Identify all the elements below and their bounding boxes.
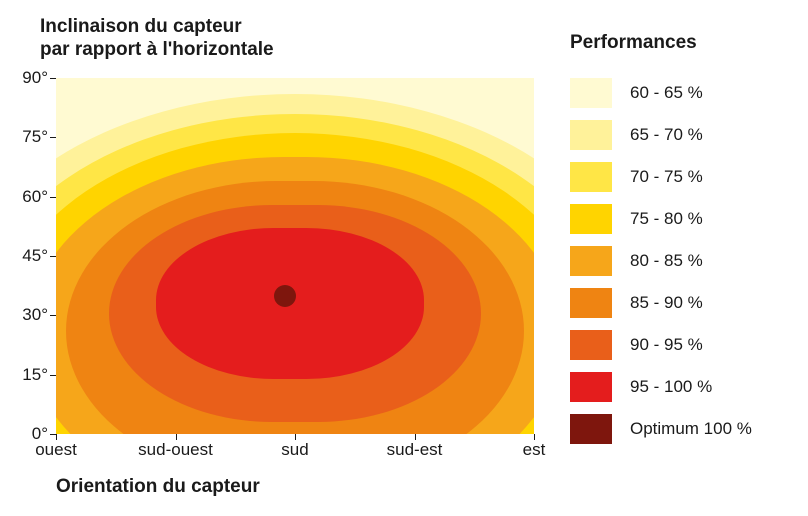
- legend-label: 70 - 75 %: [630, 167, 703, 187]
- legend-label: Optimum 100 %: [630, 419, 752, 439]
- x-tick-label: sud-ouest: [138, 440, 213, 460]
- y-tick-label: 15°: [8, 365, 48, 385]
- legend-item: 80 - 85 %: [570, 240, 790, 282]
- legend-item: 65 - 70 %: [570, 114, 790, 156]
- x-tick-label: ouest: [35, 440, 77, 460]
- legend-label: 60 - 65 %: [630, 83, 703, 103]
- legend-label: 80 - 85 %: [630, 251, 703, 271]
- legend-swatch: [570, 120, 612, 150]
- legend-label: 95 - 100 %: [630, 377, 712, 397]
- legend-item: 60 - 65 %: [570, 72, 790, 114]
- chart-container: Inclinaison du capteur par rapport à l'h…: [0, 0, 808, 516]
- y-tick-mark: [50, 197, 56, 198]
- legend-label: 90 - 95 %: [630, 335, 703, 355]
- legend-swatch: [570, 78, 612, 108]
- plot-area: 0°15°30°45°60°75°90° ouestsud-ouestsudsu…: [56, 78, 534, 434]
- legend-item: 75 - 80 %: [570, 198, 790, 240]
- x-tick-mark: [534, 434, 535, 440]
- y-axis-title: Inclinaison du capteur par rapport à l'h…: [40, 16, 274, 62]
- x-tick-label: sud: [281, 440, 308, 460]
- legend-item: 90 - 95 %: [570, 324, 790, 366]
- y-tick-label: 60°: [8, 187, 48, 207]
- legend-item: 85 - 90 %: [570, 282, 790, 324]
- y-tick-mark: [50, 315, 56, 316]
- y-tick-mark: [50, 137, 56, 138]
- legend-label: 85 - 90 %: [630, 293, 703, 313]
- legend-swatch: [570, 288, 612, 318]
- x-tick-mark: [176, 434, 177, 440]
- y-tick-label: 90°: [8, 68, 48, 88]
- x-tick-mark: [295, 434, 296, 440]
- legend-item: Optimum 100 %: [570, 408, 790, 450]
- legend-swatch: [570, 414, 612, 444]
- legend-label: 75 - 80 %: [630, 209, 703, 229]
- legend-swatch: [570, 162, 612, 192]
- y-tick-label: 45°: [8, 246, 48, 266]
- y-axis-title-line1: Inclinaison du capteur: [40, 16, 242, 37]
- x-tick-mark: [415, 434, 416, 440]
- contour-plot: [56, 78, 534, 434]
- legend-item: 95 - 100 %: [570, 366, 790, 408]
- legend-title: Performances: [570, 32, 697, 54]
- x-axis-title: Orientation du capteur: [56, 476, 260, 498]
- x-tick-label: sud-est: [387, 440, 443, 460]
- y-tick-mark: [50, 78, 56, 79]
- y-axis-title-line2: par rapport à l'horizontale: [40, 39, 274, 60]
- legend-swatch: [570, 246, 612, 276]
- legend-swatch: [570, 330, 612, 360]
- legend-label: 65 - 70 %: [630, 125, 703, 145]
- legend-swatch: [570, 204, 612, 234]
- x-tick-label: est: [523, 440, 546, 460]
- y-tick-label: 75°: [8, 127, 48, 147]
- y-tick-label: 30°: [8, 305, 48, 325]
- legend-swatch: [570, 372, 612, 402]
- y-tick-mark: [50, 375, 56, 376]
- optimum-point: [274, 285, 296, 307]
- x-tick-mark: [56, 434, 57, 440]
- legend: 60 - 65 % 65 - 70 % 70 - 75 % 75 - 80 % 80 -…: [570, 72, 790, 450]
- y-tick-mark: [50, 256, 56, 257]
- legend-item: 70 - 75 %: [570, 156, 790, 198]
